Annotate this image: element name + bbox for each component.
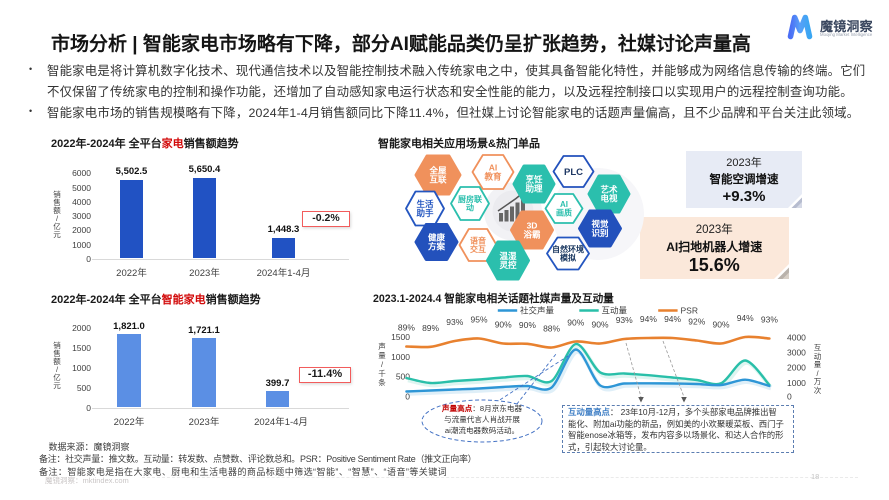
svg-text:PSR: PSR bbox=[681, 306, 698, 316]
svg-text:AI: AI bbox=[560, 200, 568, 209]
svg-text:2000: 2000 bbox=[787, 363, 806, 373]
svg-text:94%: 94% bbox=[640, 314, 657, 324]
svg-text:500: 500 bbox=[396, 372, 410, 382]
svg-text:88%: 88% bbox=[543, 324, 560, 334]
svg-text:PLC: PLC bbox=[564, 167, 583, 178]
svg-text:1000: 1000 bbox=[391, 352, 410, 362]
svg-text:92%: 92% bbox=[688, 317, 705, 327]
svg-text:90%: 90% bbox=[712, 320, 729, 330]
svg-text:教育: 教育 bbox=[483, 172, 502, 182]
svg-text:自然环境: 自然环境 bbox=[552, 244, 584, 254]
svg-text:0: 0 bbox=[787, 392, 792, 402]
svg-text:画质: 画质 bbox=[556, 208, 572, 218]
svg-text:93%: 93% bbox=[761, 315, 778, 325]
svg-text:93%: 93% bbox=[616, 315, 633, 325]
svg-text:全屋: 全屋 bbox=[428, 165, 447, 175]
svg-text:94%: 94% bbox=[737, 313, 754, 323]
svg-text:厨房联: 厨房联 bbox=[458, 194, 482, 204]
svg-text:生活: 生活 bbox=[416, 199, 434, 209]
svg-text:语音: 语音 bbox=[470, 235, 486, 245]
svg-text:93%: 93% bbox=[446, 317, 463, 327]
svg-text:烹饪: 烹饪 bbox=[525, 174, 543, 184]
svg-text:89%: 89% bbox=[398, 323, 415, 333]
svg-text:3000: 3000 bbox=[787, 347, 806, 357]
svg-text:0: 0 bbox=[405, 391, 410, 401]
svg-text:视觉: 视觉 bbox=[591, 219, 609, 229]
svg-text:温湿: 温湿 bbox=[499, 251, 517, 261]
svg-text:1500: 1500 bbox=[391, 332, 410, 342]
svg-text:互联: 互联 bbox=[429, 175, 447, 185]
svg-text:1000: 1000 bbox=[787, 378, 806, 388]
svg-text:89%: 89% bbox=[422, 323, 439, 333]
svg-text:健康: 健康 bbox=[428, 232, 446, 242]
svg-text:动: 动 bbox=[466, 203, 474, 213]
svg-text:95%: 95% bbox=[470, 315, 487, 325]
svg-text:AI: AI bbox=[489, 162, 498, 172]
svg-text:交互: 交互 bbox=[470, 244, 486, 254]
svg-text:90%: 90% bbox=[591, 320, 608, 330]
svg-text:识别: 识别 bbox=[591, 228, 608, 238]
svg-text:助手: 助手 bbox=[416, 208, 434, 218]
svg-text:90%: 90% bbox=[519, 320, 536, 330]
svg-text:方案: 方案 bbox=[428, 242, 446, 252]
svg-text:浴霸: 浴霸 bbox=[523, 230, 541, 240]
svg-text:94%: 94% bbox=[664, 314, 681, 324]
svg-text:4000: 4000 bbox=[787, 333, 806, 343]
svg-text:助理: 助理 bbox=[525, 184, 543, 194]
svg-text:灵控: 灵控 bbox=[499, 260, 517, 270]
svg-text:90%: 90% bbox=[495, 320, 512, 330]
svg-text:艺术: 艺术 bbox=[600, 184, 618, 194]
svg-text:90%: 90% bbox=[567, 318, 584, 328]
svg-text:电视: 电视 bbox=[600, 194, 618, 204]
svg-text:互动量: 互动量 bbox=[602, 306, 628, 316]
svg-text:模拟: 模拟 bbox=[560, 253, 576, 263]
svg-text:3D: 3D bbox=[527, 220, 538, 230]
svg-text:社交声量: 社交声量 bbox=[520, 306, 555, 316]
